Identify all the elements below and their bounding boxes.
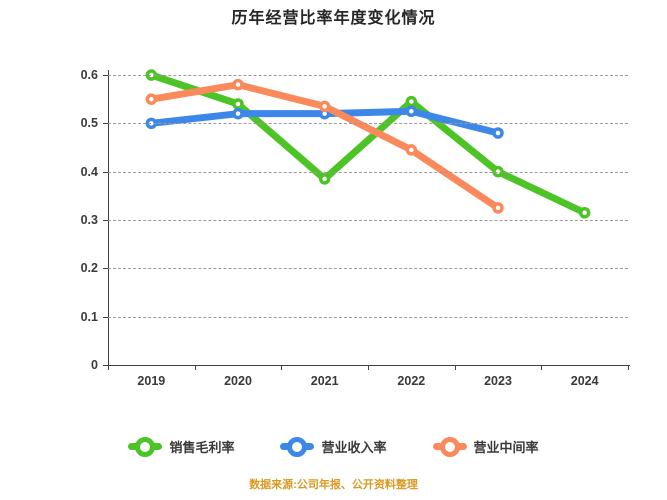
data-point-marker[interactable] <box>318 100 331 113</box>
legend-dot-icon <box>439 436 460 457</box>
x-axis-tick-mark <box>281 365 283 370</box>
legend-item[interactable]: 营业收入率 <box>280 436 387 457</box>
data-point-marker[interactable] <box>318 173 331 185</box>
y-axis-tick-mark <box>103 268 108 270</box>
gridline <box>108 316 628 318</box>
x-axis-tick-mark <box>628 365 629 370</box>
footer-note: 数据来源:公司年报、公开资料整理 <box>249 479 418 491</box>
chart-legend: 销售毛利率 营业收入率 营业中间率 <box>0 436 667 457</box>
gridline <box>108 268 628 270</box>
x-axis-tick-mark <box>454 365 456 370</box>
data-point-marker[interactable] <box>232 78 244 91</box>
gridline <box>108 123 628 125</box>
series-layer <box>145 69 591 219</box>
y-axis-tick-label: 0.4 <box>80 164 98 179</box>
legend-marker-icon <box>280 436 315 457</box>
legend-item[interactable]: 营业中间率 <box>432 436 539 457</box>
data-point-marker[interactable] <box>232 107 244 120</box>
gridline <box>108 171 628 173</box>
plot-area <box>108 69 628 365</box>
y-axis-tick-mark <box>103 220 108 221</box>
y-axis-tick-mark <box>103 123 108 125</box>
chart-title: 历年经营比率年度变化情况 <box>231 10 436 27</box>
gridline <box>108 75 628 76</box>
x-axis-tick-label: 2024 <box>570 374 599 388</box>
legend-marker-icon <box>432 436 467 457</box>
legend-label: 营业中间率 <box>473 440 539 455</box>
data-point-marker[interactable] <box>405 95 418 108</box>
legend-label: 销售毛利率 <box>169 440 235 455</box>
y-axis-tick-label: 0.3 <box>80 213 98 227</box>
gridline <box>108 220 628 221</box>
x-axis-tick-label: 2021 <box>310 374 339 388</box>
legend-item[interactable]: 销售毛利率 <box>128 436 235 457</box>
data-point-marker[interactable] <box>232 98 244 110</box>
y-axis-tick-mark <box>103 75 108 76</box>
legend-label: 营业收入率 <box>321 440 387 455</box>
y-axis-tick-label: 0.5 <box>80 116 98 131</box>
series-line <box>147 71 589 217</box>
x-axis-tick-label: 2022 <box>397 374 426 388</box>
data-point-marker[interactable] <box>492 127 504 139</box>
y-axis-tick-mark <box>103 171 108 173</box>
x-axis-tick-label: 2023 <box>484 374 512 388</box>
y-axis-tick-label: 0.1 <box>80 309 98 324</box>
x-axis-tick-label: 2019 <box>137 374 166 388</box>
legend-dot-icon <box>287 436 308 457</box>
y-axis-tick-mark <box>103 365 108 366</box>
x-axis-tick-mark <box>194 365 196 370</box>
y-axis-tick-mark <box>103 316 108 318</box>
data-point-marker[interactable] <box>405 105 418 117</box>
data-point-marker[interactable] <box>492 202 504 214</box>
data-point-marker[interactable] <box>145 93 158 105</box>
x-axis-tick-label: 2020 <box>224 374 252 388</box>
legend-dot-icon <box>135 436 156 457</box>
x-axis-tick-mark <box>368 365 369 370</box>
legend-marker-icon <box>128 436 163 457</box>
y-axis-tick-label: 0.6 <box>80 68 98 82</box>
data-point-marker[interactable] <box>578 207 591 219</box>
y-axis-tick-label: 0.2 <box>80 261 98 276</box>
x-axis-tick-mark <box>541 365 543 370</box>
data-point-marker[interactable] <box>405 144 418 156</box>
y-axis-tick-label: 0 <box>91 358 98 372</box>
x-axis-line <box>108 365 630 366</box>
